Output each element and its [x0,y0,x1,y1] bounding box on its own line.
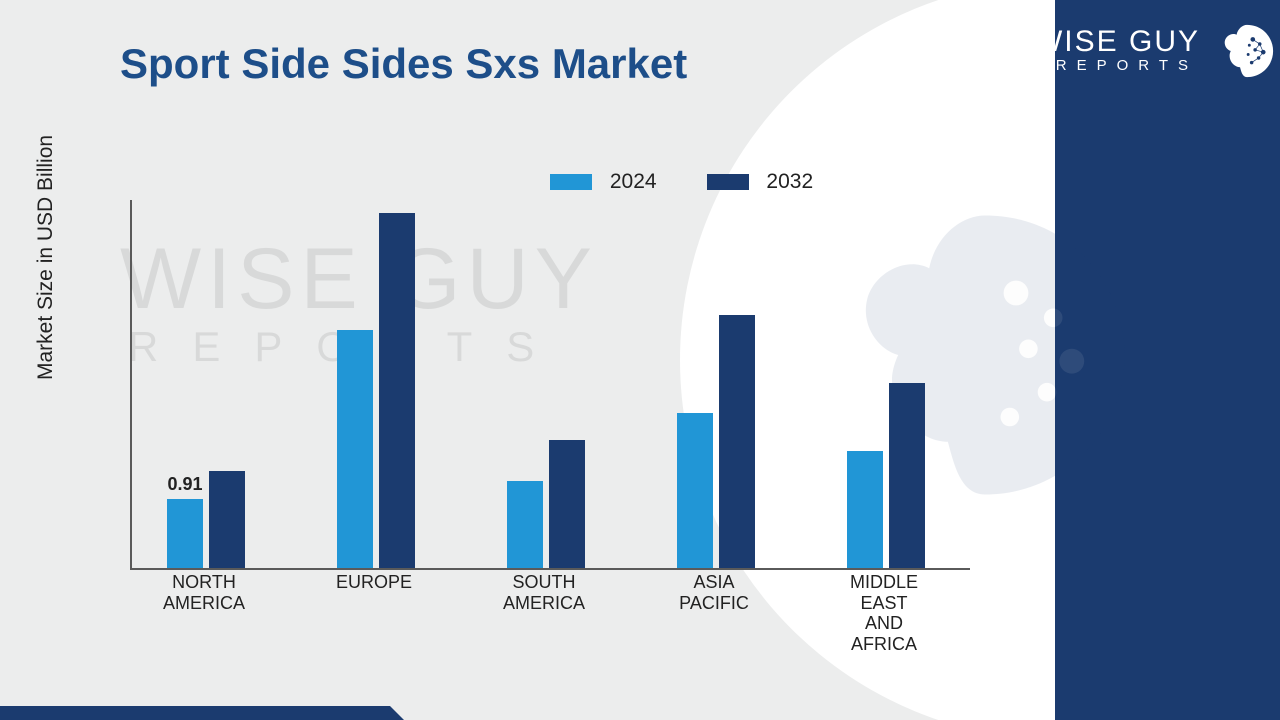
category-label: SOUTHAMERICA [474,572,614,613]
chart-legend: 2024 2032 [550,170,813,194]
bar [167,499,203,568]
category-label: EUROPE [304,572,444,593]
bar [209,471,245,568]
bar [507,481,543,568]
bar-value-label: 0.91 [163,474,207,495]
brand-logo-text: WISE GUY REPORTS [1034,25,1200,74]
plot-area: 0.91 [130,200,970,570]
legend-swatch-icon [550,174,592,190]
legend-item: 2024 [550,170,657,194]
bar [847,451,883,568]
y-axis-label: Market Size in USD Billion [34,135,58,380]
legend-item: 2032 [707,170,814,194]
stage: Sport Side Sides Sxs Market WISE GUY REP… [0,0,1280,720]
bar [719,315,755,568]
category-label: ASIAPACIFIC [644,572,784,613]
bar [379,213,415,568]
bar-chart: 2024 2032 Market Size in USD Billion 0.9… [70,170,990,670]
bar [889,383,925,568]
bottom-accent-bar [0,706,390,720]
brand-head-icon [1218,22,1276,80]
legend-label: 2024 [610,170,657,193]
bar [677,413,713,568]
category-label: MIDDLEEASTANDAFRICA [814,572,954,655]
legend-swatch-icon [707,174,749,190]
brand-line1: WISE GUY [1034,25,1200,59]
category-label: NORTHAMERICA [134,572,274,613]
legend-label: 2032 [766,170,813,193]
brand-line2: REPORTS [1034,57,1200,74]
chart-title: Sport Side Sides Sxs Market [120,40,687,88]
bar [549,440,585,568]
bar [337,330,373,568]
right-panel [1055,0,1280,720]
